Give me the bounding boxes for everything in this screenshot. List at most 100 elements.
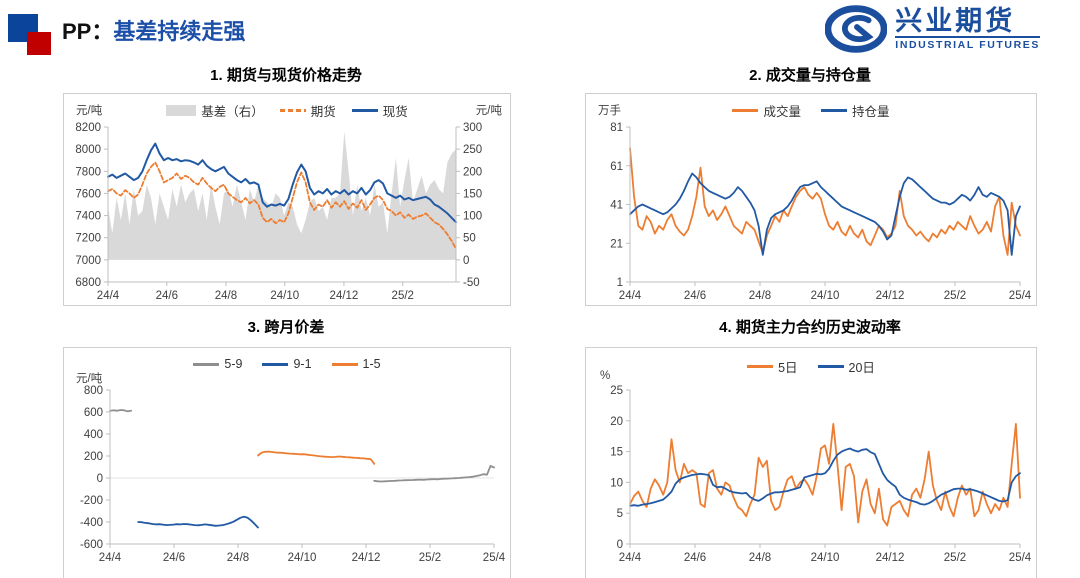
x-tick-label: 25/2 [392, 290, 414, 302]
series-line [629, 147, 1021, 256]
y-tick-label: 250 [463, 144, 482, 156]
chart-1-panel: 元/吨 元/吨 基差（右） 期货 现货 8200 8000 7800 7600 7400 72… [63, 93, 511, 306]
legend-item: 成交量 [732, 101, 801, 120]
chart-3-title: 3. 跨月价差 [247, 319, 325, 336]
legend-item: 期货 [279, 101, 336, 120]
y-tick-label: 7800 [75, 166, 101, 178]
chart-4-title: 4. 期货主力合约历史波动率 [719, 319, 901, 336]
chart-4-unit-left: % [600, 370, 611, 382]
y-tick-label: 7200 [75, 233, 101, 245]
legend-label: 5-9 [224, 357, 243, 371]
legend-label: 9-1 [293, 357, 312, 371]
legend-line-swatch [351, 109, 378, 112]
legend-label: 5日 [778, 361, 798, 375]
y-tick-label: 0 [97, 473, 103, 485]
legend-label: 20日 [848, 361, 875, 375]
chart-2-unit-left: 万手 [598, 105, 621, 117]
x-tick-label: 25/2 [944, 290, 966, 302]
legend-line-swatch [262, 362, 289, 366]
y-tick-label: 400 [84, 429, 103, 441]
x-tick-label: 24/8 [227, 552, 249, 564]
x-tick-label: 25/2 [419, 552, 441, 564]
legend-item: 基差（右） [166, 101, 264, 120]
x-tick-label: 24/4 [97, 290, 120, 302]
y-tick-label: 200 [463, 166, 482, 178]
x-tick-label: 24/6 [163, 552, 185, 564]
chart-4-legend: 5日 20日 [586, 357, 1036, 376]
y-tick-label: 10 [610, 477, 623, 489]
y-tick-label: -50 [463, 277, 480, 289]
x-tick-label: 24/8 [749, 552, 771, 564]
logo-subtitle: INDUSTRIAL FUTURES [895, 36, 1040, 51]
y-tick-label: -600 [80, 539, 103, 551]
legend-item: 现货 [351, 101, 408, 120]
chart-1-plot: 8200 8000 7800 7600 7400 7200 7000 6800 300 250 20… [75, 122, 482, 302]
x-tick-label: 24/4 [99, 552, 122, 564]
y-tick-label: 1 [617, 277, 623, 289]
y-tick-label: 7000 [75, 255, 101, 267]
chart-2-legend: 成交量 持仓量 [586, 101, 1036, 120]
chart-1-unit-left: 元/吨 [76, 105, 103, 117]
y-tick-label: 20 [610, 416, 623, 428]
legend-item: 20日 [817, 357, 875, 376]
legend-line-swatch [193, 362, 220, 366]
x-tick-label: 24/10 [811, 290, 840, 302]
chart-1-legend: 基差（右） 期货 现货 [64, 101, 510, 120]
chart-1-title: 1. 期货与现货价格走势 [210, 67, 362, 84]
x-tick-label: 24/8 [749, 290, 771, 302]
legend-label: 成交量 [763, 105, 801, 119]
chart-2-title: 2. 成交量与持仓量 [749, 67, 871, 84]
chart-3-panel: 元/吨 5-9 9-1 1-5 800 600 400 200 0 -200 -400 -600 2… [63, 347, 511, 578]
legend-label: 基差（右） [201, 105, 264, 119]
chart-2-panel: 万手 成交量 持仓量 81 61 41 21 1 24/4 24/6 24/8 24/10 24/1… [585, 93, 1037, 306]
y-tick-label: 800 [84, 385, 103, 397]
y-tick-label: 15 [610, 447, 623, 459]
series-line [137, 515, 259, 529]
x-tick-label: 25/2 [944, 552, 966, 564]
legend-area-swatch [166, 105, 197, 116]
y-tick-label: 5 [617, 508, 623, 520]
series-line [107, 161, 457, 250]
legend-label: 现货 [382, 105, 408, 119]
legend-line-swatch [817, 365, 844, 368]
x-tick-label: 24/12 [876, 552, 905, 564]
header-bullet-red [27, 32, 51, 55]
page-title-prefix: PP： [62, 19, 114, 44]
y-tick-label: 0 [617, 539, 623, 551]
chart-3-unit-left: 元/吨 [76, 373, 103, 385]
y-tick-label: 61 [610, 161, 623, 173]
page-title-main: 基差持续走强 [113, 19, 246, 44]
chart-1-unit-right: 元/吨 [475, 105, 502, 117]
x-tick-label: 24/10 [270, 290, 299, 302]
y-tick-label: 150 [463, 188, 482, 200]
x-tick-label: 24/10 [288, 552, 317, 564]
y-tick-label: 50 [463, 233, 476, 245]
y-tick-label: 81 [610, 122, 623, 134]
series-line [629, 447, 1021, 507]
series-line [109, 409, 132, 413]
y-tick-label: 7600 [75, 188, 101, 200]
chart-4-panel: % 5日 20日 25 20 15 10 5 0 24/4 24/6 24/8 24/10 24/12… [585, 347, 1037, 578]
legend-line-swatch [747, 365, 774, 368]
x-tick-label: 24/10 [811, 552, 840, 564]
x-tick-label: 24/12 [876, 290, 905, 302]
legend-item: 1-5 [331, 357, 381, 371]
legend-line-swatch [732, 109, 759, 112]
legend-item: 5-9 [193, 357, 242, 371]
series-line [373, 465, 495, 483]
y-tick-label: 41 [610, 200, 623, 212]
x-tick-label: 24/4 [619, 552, 642, 564]
x-tick-label: 24/8 [215, 290, 237, 302]
legend-item: 5日 [747, 357, 798, 376]
legend-item: 持仓量 [821, 101, 890, 120]
x-tick-label: 25/4 [1009, 552, 1032, 564]
x-tick-label: 24/12 [330, 290, 359, 302]
logo-name: 兴业期货 [895, 6, 1016, 36]
y-tick-label: 8200 [75, 122, 101, 134]
series-line [257, 450, 376, 465]
y-tick-label: 7400 [75, 211, 101, 223]
x-tick-label: 24/12 [352, 552, 381, 564]
y-tick-label: -400 [80, 517, 103, 529]
